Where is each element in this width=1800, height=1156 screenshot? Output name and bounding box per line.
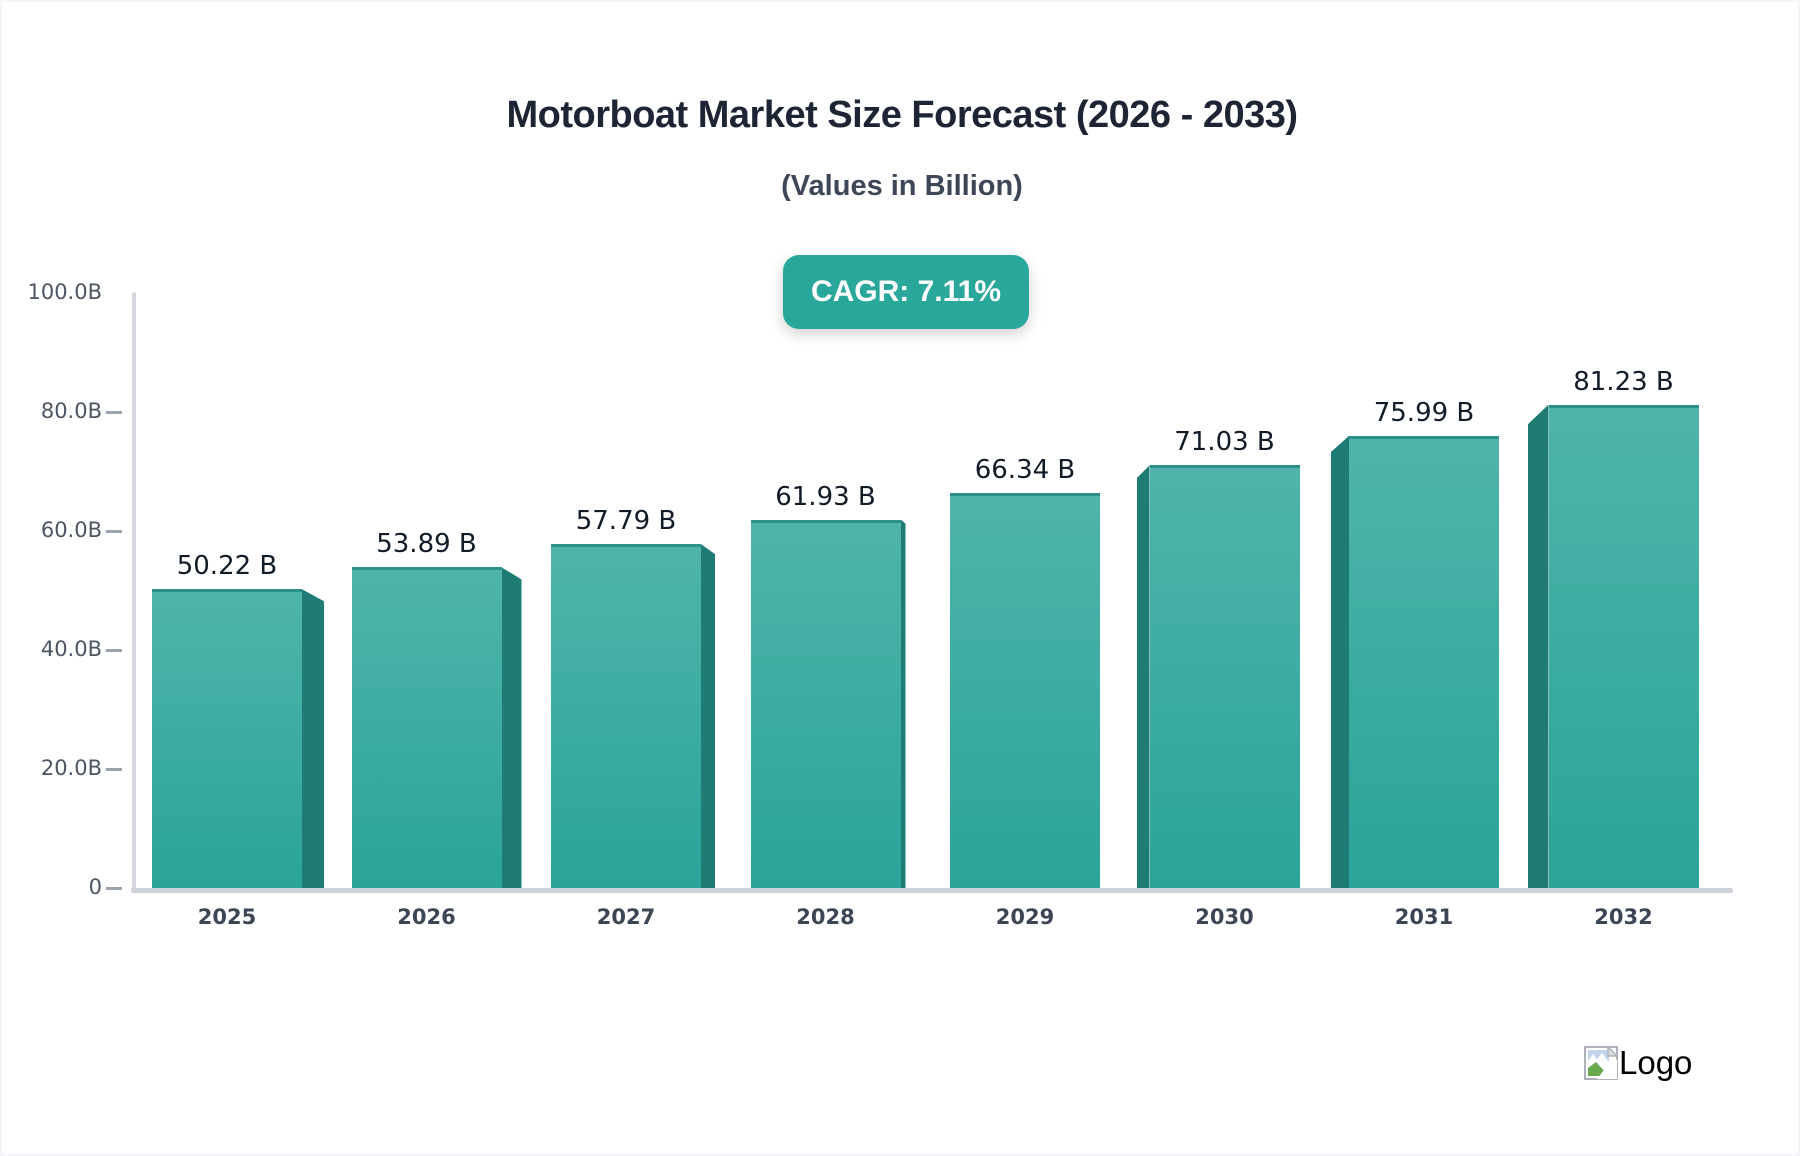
y-tick-label: 0 [88,875,102,899]
bar-2027[interactable] [551,544,701,888]
bar-value-label: 53.89 B [376,529,477,560]
bar-2026[interactable] [351,567,502,888]
x-tick-label: 2031 [1394,905,1454,929]
bar-2029[interactable] [950,493,1100,888]
bar-value-label: 75.99 B [1373,397,1475,428]
chart-subtitle: (Values in Billion) [781,170,1023,202]
x-tick-label: 2025 [197,905,257,929]
bar-value-label: 50.22 B [176,551,278,582]
broken-image-icon [1583,1045,1619,1081]
y-tick-label: 100.0B [27,280,102,304]
y-tick-dash [106,768,122,771]
y-tick-dash [106,411,122,414]
bar-2030[interactable] [1149,465,1300,888]
bar-side-3d [1331,435,1349,888]
chart-title: Motorboat Market Size Forecast (2026 - 2… [506,94,1298,136]
x-tick-label: 2030 [1195,905,1254,929]
x-tick-label: 2026 [397,905,456,929]
bar-side-3d [1527,404,1549,888]
y-axis-line [132,292,136,893]
bar-side-3d [900,519,906,888]
logo: Logo [1583,1044,1692,1082]
x-tick-label: 2027 [596,905,656,929]
x-tick-label: 2029 [995,905,1055,929]
y-tick-label: 40.0B [40,637,102,661]
bar-value-label: 61.93 B [775,481,876,512]
y-tick-dash [106,649,122,652]
bar-value-label: 81.23 B [1573,366,1674,397]
logo-alt-text: Logo [1619,1044,1693,1081]
bar-2031[interactable] [1349,435,1499,888]
bar-2032[interactable] [1548,404,1699,888]
bar-side-3d [501,567,522,888]
y-tick-dash [106,887,122,890]
x-axis-line [131,888,1733,893]
bar-side-3d [701,544,715,888]
bar-value-label: 66.34 B [974,455,1076,486]
y-tick-dash [106,530,122,533]
bar-value-label: 57.79 B [575,506,677,537]
x-tick-label: 2032 [1594,905,1653,929]
y-tick-label: 60.0B [40,518,102,542]
bar-2028[interactable] [750,519,901,888]
y-tick-label: 20.0B [40,756,102,780]
bar-value-label: 71.03 B [1174,427,1275,458]
bar-2025[interactable] [152,589,302,888]
y-tick-label: 80.0B [40,399,102,423]
bar-side-3d [1136,465,1150,888]
bar-side-3d [302,589,324,888]
cagr-badge: CAGR: 7.11% [782,255,1030,329]
x-tick-label: 2028 [796,905,855,929]
